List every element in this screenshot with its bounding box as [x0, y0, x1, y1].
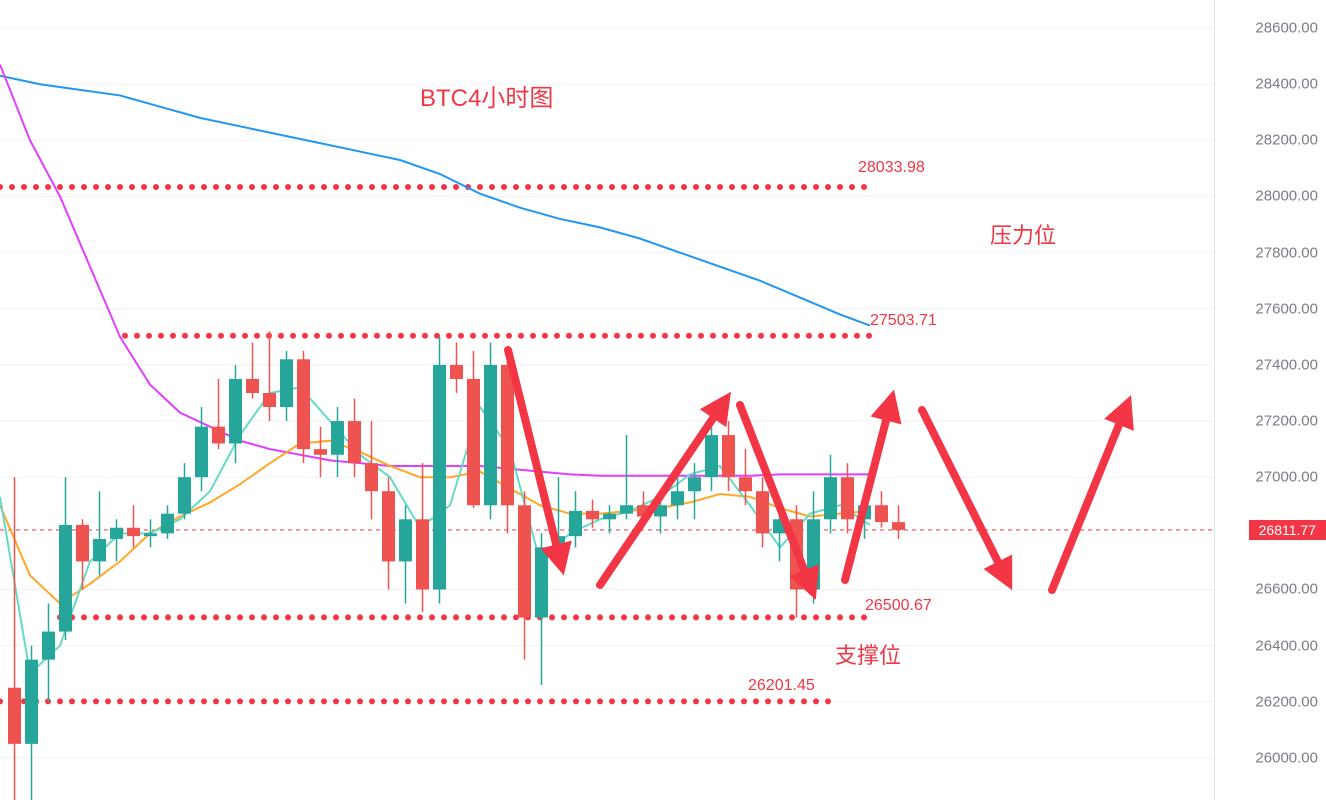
candle-body [110, 528, 123, 539]
level-line-0 [0, 184, 867, 190]
candle-body [246, 379, 259, 393]
y-tick-label: 26600.00 [1255, 581, 1318, 598]
level-line-1 [122, 333, 872, 339]
y-tick-label: 27400.00 [1255, 356, 1318, 373]
candle-body [824, 477, 837, 519]
candle-body [586, 511, 599, 519]
candle-body [314, 449, 327, 455]
candle-body [161, 514, 174, 534]
candle-body [42, 632, 55, 660]
candle-body [382, 491, 395, 561]
candle-body [263, 393, 276, 407]
candle-body [501, 365, 514, 505]
candle-body [331, 421, 344, 455]
y-tick-label: 27600.00 [1255, 300, 1318, 317]
candle-body [144, 533, 157, 536]
candle-body [297, 359, 310, 449]
gridlines [0, 28, 1214, 758]
text-annotation-1: 支撑位 [835, 638, 901, 670]
y-tick-label: 27800.00 [1255, 244, 1318, 261]
candle-body [892, 522, 905, 530]
candle-body [195, 427, 208, 478]
candle-body [688, 477, 701, 491]
level-line-2 [57, 614, 867, 620]
y-tick-label: 28600.00 [1255, 20, 1318, 37]
candle-body [399, 519, 412, 561]
y-tick-label: 26200.00 [1255, 693, 1318, 710]
prediction-arrow-4 [922, 410, 1005, 576]
y-tick-label: 26400.00 [1255, 637, 1318, 654]
candle-body [280, 359, 293, 407]
prediction-arrow-0 [508, 350, 560, 560]
candle-body [875, 505, 888, 522]
chart-title: BTC4小时图 [420, 78, 553, 113]
y-tick-label: 27200.00 [1255, 413, 1318, 430]
candle-body [76, 525, 89, 561]
candle-body [569, 511, 582, 536]
candle-body [739, 477, 752, 491]
candle-body [484, 365, 497, 505]
candle-body [603, 514, 616, 520]
y-axis: 26000.0026200.0026400.0026600.0026800.00… [1214, 0, 1326, 800]
candle-body [518, 505, 531, 617]
prediction-arrow-2 [740, 405, 810, 585]
level-label-3: 26201.45 [748, 677, 815, 695]
text-annotation-0: 压力位 [990, 218, 1056, 250]
level-label-2: 26500.67 [865, 597, 932, 615]
candle-body [93, 539, 106, 561]
y-tick-label: 28000.00 [1255, 188, 1318, 205]
candle-body [671, 491, 684, 505]
candle-body [722, 435, 735, 477]
candle-body [212, 427, 225, 444]
y-tick-label: 27000.00 [1255, 469, 1318, 486]
candle-body [416, 519, 429, 589]
candle-body [535, 547, 548, 617]
candle-body [450, 365, 463, 379]
candle-body [365, 463, 378, 491]
candlestick-chart[interactable]: 26000.0026200.0026400.0026600.0026800.00… [0, 0, 1326, 800]
candle-body [25, 660, 38, 744]
candle-body [348, 421, 361, 463]
candle-body [705, 435, 718, 477]
candle-body [841, 477, 854, 519]
y-tick-label: 26000.00 [1255, 749, 1318, 766]
level-label-1: 27503.71 [870, 312, 937, 330]
chart-svg [0, 0, 1326, 800]
prediction-arrow-5 [1052, 410, 1125, 590]
y-tick-label: 28200.00 [1255, 132, 1318, 149]
current-price-tag: 26811.77 [1249, 520, 1326, 540]
candle-body [756, 491, 769, 533]
ma-line-blue [0, 76, 870, 326]
candle-body [229, 379, 242, 444]
candle-body [433, 365, 446, 590]
candle-body [8, 688, 21, 744]
candle-body [178, 477, 191, 513]
y-tick-label: 28400.00 [1255, 76, 1318, 93]
candle-body [59, 525, 72, 632]
prediction-arrow-1 [600, 405, 722, 585]
level-label-0: 28033.98 [858, 159, 925, 177]
candle-body [620, 505, 633, 513]
candle-body [127, 528, 140, 536]
candle-body [467, 379, 480, 505]
